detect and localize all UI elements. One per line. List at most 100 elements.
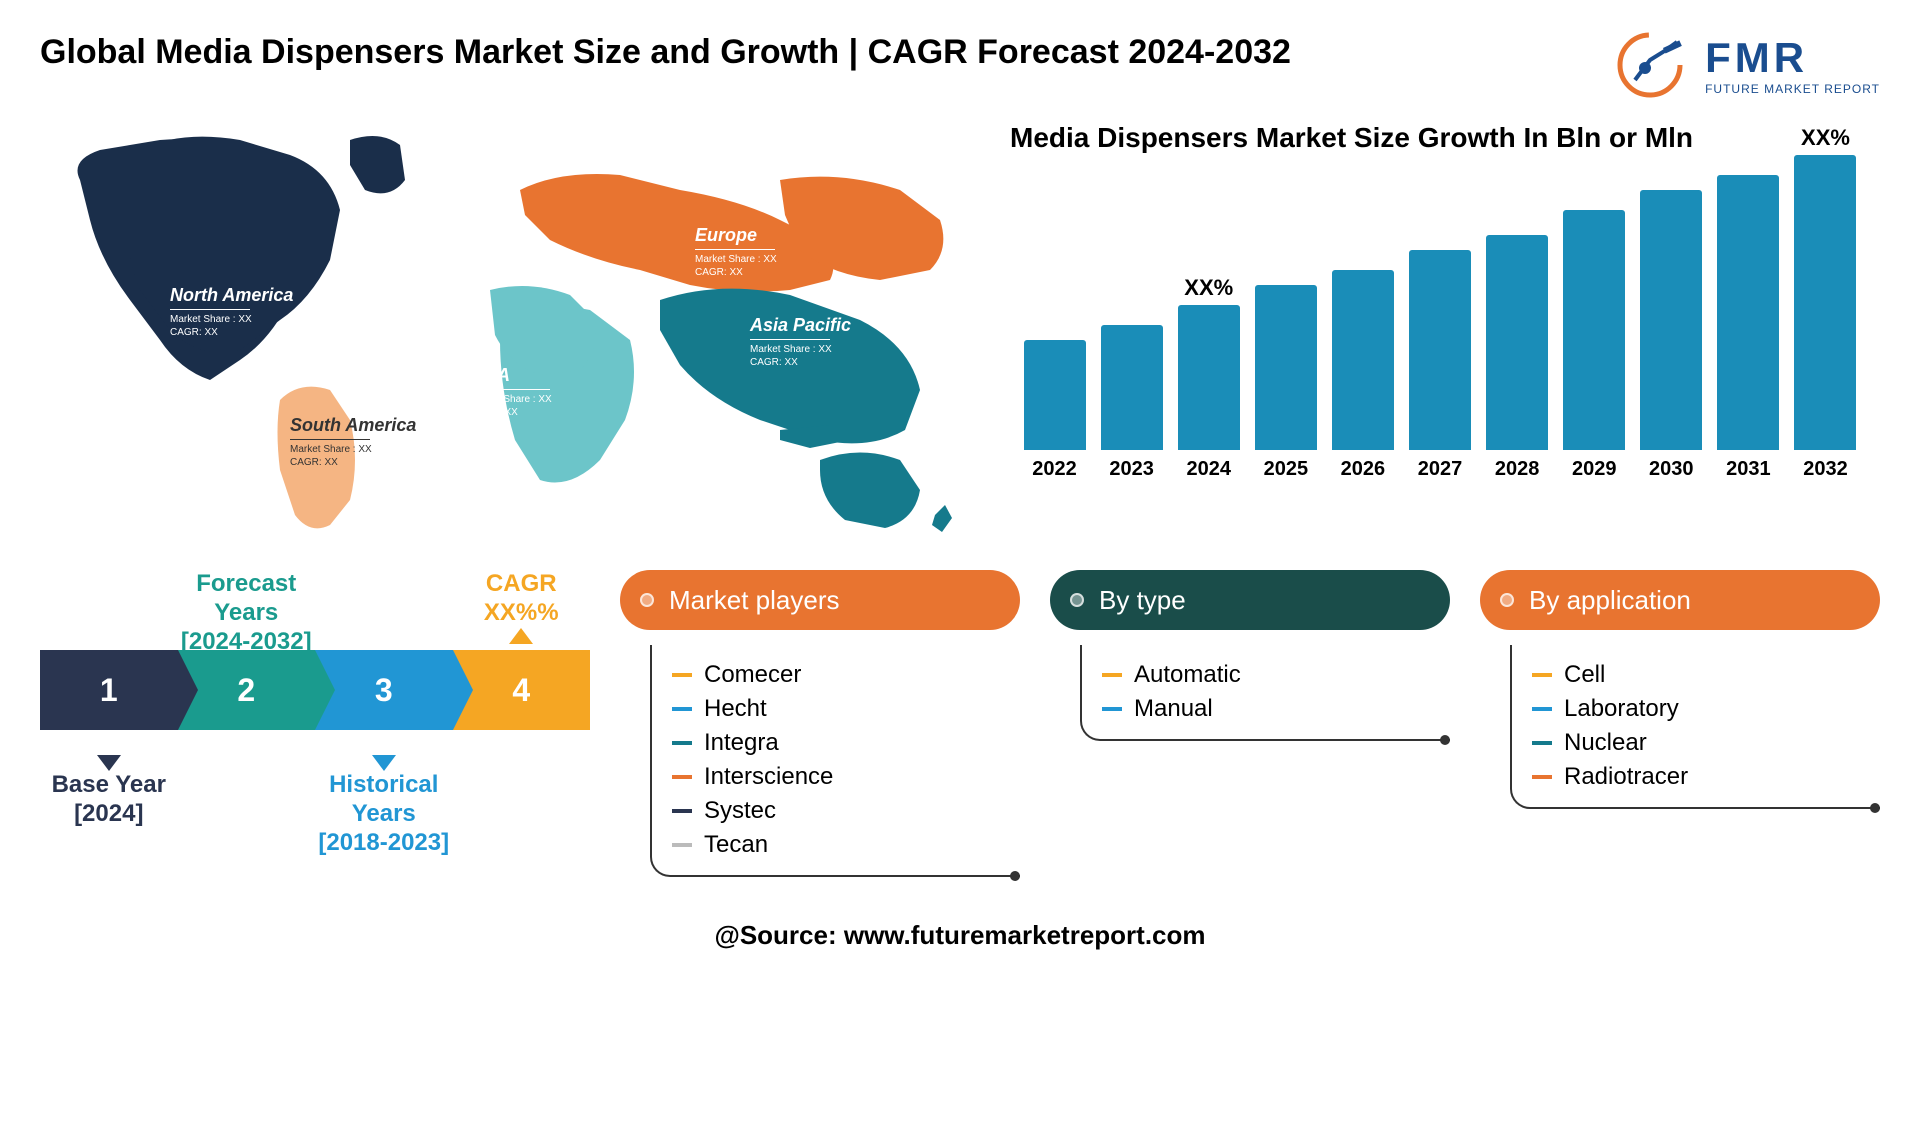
list-item-label: Nuclear <box>1564 729 1647 757</box>
bar-2022: 2022 <box>1020 340 1089 481</box>
logo: FMR FUTURE MARKET REPORT <box>1615 30 1880 100</box>
logo-icon <box>1615 30 1695 100</box>
category-list: ComecerHechtIntegraInterscienceSystecTec… <box>650 645 1020 877</box>
bar-2031: 2031 <box>1714 175 1783 481</box>
region-name: Europe <box>695 225 777 246</box>
region-name: MEA <box>470 365 552 386</box>
timeline-segment-2: 2 <box>178 650 316 730</box>
list-item: Comecer <box>672 661 1020 689</box>
category-list: Automatic Manual <box>1080 645 1450 741</box>
list-item: Manual <box>1102 695 1450 723</box>
category-by-type: By type Automatic Manual <box>1050 570 1450 890</box>
list-item: Radiotracer <box>1532 763 1880 791</box>
region-cagr: CAGR: XX <box>170 326 293 339</box>
list-item: Integra <box>672 729 1020 757</box>
tick-icon <box>1532 673 1552 677</box>
list-item: Systec <box>672 797 1020 825</box>
bar <box>1794 155 1856 450</box>
region-label-north-america: North America Market Share : XX CAGR: XX <box>170 285 293 339</box>
bar-year-label: 2029 <box>1572 458 1617 481</box>
logo-brand: FMR <box>1705 34 1880 82</box>
categories: Market playersComecerHechtIntegraIntersc… <box>620 570 1880 890</box>
region-cagr: CAGR: XX <box>695 266 777 279</box>
category-title: Market players <box>669 585 840 616</box>
list-item-label: Integra <box>704 729 779 757</box>
bar-annotation: XX% <box>1801 125 1850 151</box>
region-cagr: CAGR: XX <box>750 356 851 369</box>
bar <box>1563 210 1625 450</box>
tick-icon <box>672 843 692 847</box>
bars-container: 2022 2023 XX%2024 2025 2026 2027 2028 2029 2030 2… <box>1010 171 1860 481</box>
category-header: By type <box>1050 570 1450 630</box>
list-item: Laboratory <box>1532 695 1880 723</box>
bar-year-label: 2030 <box>1649 458 1694 481</box>
bar-year-label: 2022 <box>1032 458 1077 481</box>
chart-title: Media Dispensers Market Size Growth In B… <box>1010 120 1860 156</box>
bar <box>1255 285 1317 450</box>
tick-icon <box>672 707 692 711</box>
world-map: North America Market Share : XX CAGR: XX… <box>40 120 970 540</box>
list-item-label: Systec <box>704 797 776 825</box>
bar <box>1486 235 1548 450</box>
logo-tagline: FUTURE MARKET REPORT <box>1705 82 1880 96</box>
tick-icon <box>1532 775 1552 779</box>
region-cagr: CAGR: XX <box>290 456 416 469</box>
bullet-icon <box>1070 593 1084 607</box>
timeline-label-forecast: Forecast Years [2024-2032] <box>178 570 316 656</box>
timeline-segment-3: 3 <box>315 650 453 730</box>
bar-year-label: 2023 <box>1109 458 1154 481</box>
bar-2029: 2029 <box>1560 210 1629 481</box>
bar-2025: 2025 <box>1251 285 1320 481</box>
list-item-label: Radiotracer <box>1564 763 1688 791</box>
bar-annotation: XX% <box>1184 275 1233 301</box>
region-share: Market Share : XX <box>750 343 851 356</box>
tick-icon <box>672 775 692 779</box>
list-item-label: Interscience <box>704 763 833 791</box>
tick-icon <box>672 673 692 677</box>
list-item: Automatic <box>1102 661 1450 689</box>
timeline-label-cagr: CAGR XX%% <box>453 570 591 628</box>
category-by-application: By applicationCellLaboratoryNuclearRadio… <box>1480 570 1880 890</box>
header: Global Media Dispensers Market Size and … <box>40 30 1880 100</box>
region-share: Market Share : XX <box>170 313 293 326</box>
tick-icon <box>1102 707 1122 711</box>
bar-2032: XX%2032 <box>1791 155 1860 481</box>
list-item: Tecan <box>672 831 1020 859</box>
tick-icon <box>672 741 692 745</box>
bar-2024: XX%2024 <box>1174 305 1243 481</box>
region-name: Asia Pacific <box>750 315 851 336</box>
bar <box>1409 250 1471 450</box>
region-share: Market Share : XX <box>470 393 552 406</box>
bar-chart: Media Dispensers Market Size Growth In B… <box>1010 120 1860 540</box>
bar <box>1024 340 1086 450</box>
bar <box>1332 270 1394 450</box>
bar-year-label: 2027 <box>1418 458 1463 481</box>
category-header: Market players <box>620 570 1020 630</box>
tick-icon <box>1532 707 1552 711</box>
bar-year-label: 2031 <box>1726 458 1771 481</box>
bar-year-label: 2032 <box>1803 458 1848 481</box>
list-item-label: Tecan <box>704 831 768 859</box>
bar-2030: 2030 <box>1637 190 1706 481</box>
region-label-mea: MEA Market Share : XX CAGR: XX <box>470 365 552 419</box>
source-attribution: @Source: www.futuremarketreport.com <box>40 920 1880 951</box>
bar-2026: 2026 <box>1328 270 1397 481</box>
timeline-segment-4: 4 <box>453 650 591 730</box>
region-label-south-america: South America Market Share : XX CAGR: XX <box>290 415 416 469</box>
list-item: Interscience <box>672 763 1020 791</box>
category-market-players: Market playersComecerHechtIntegraIntersc… <box>620 570 1020 890</box>
region-label-asia-pacific: Asia Pacific Market Share : XX CAGR: XX <box>750 315 851 369</box>
bar-2028: 2028 <box>1483 235 1552 481</box>
category-title: By application <box>1529 585 1691 616</box>
tick-icon <box>1102 673 1122 677</box>
bar-year-label: 2028 <box>1495 458 1540 481</box>
list-item-label: Automatic <box>1134 661 1241 689</box>
timeline-label-historical: Historical Years [2018-2023] <box>315 771 453 857</box>
region-label-europe: Europe Market Share : XX CAGR: XX <box>695 225 777 279</box>
bar <box>1178 305 1240 450</box>
bar-year-label: 2025 <box>1264 458 1309 481</box>
category-title: By type <box>1099 585 1186 616</box>
bar-2027: 2027 <box>1405 250 1474 481</box>
bullet-icon <box>1500 593 1514 607</box>
timeline-label-base: Base Year [2024] <box>40 771 178 829</box>
